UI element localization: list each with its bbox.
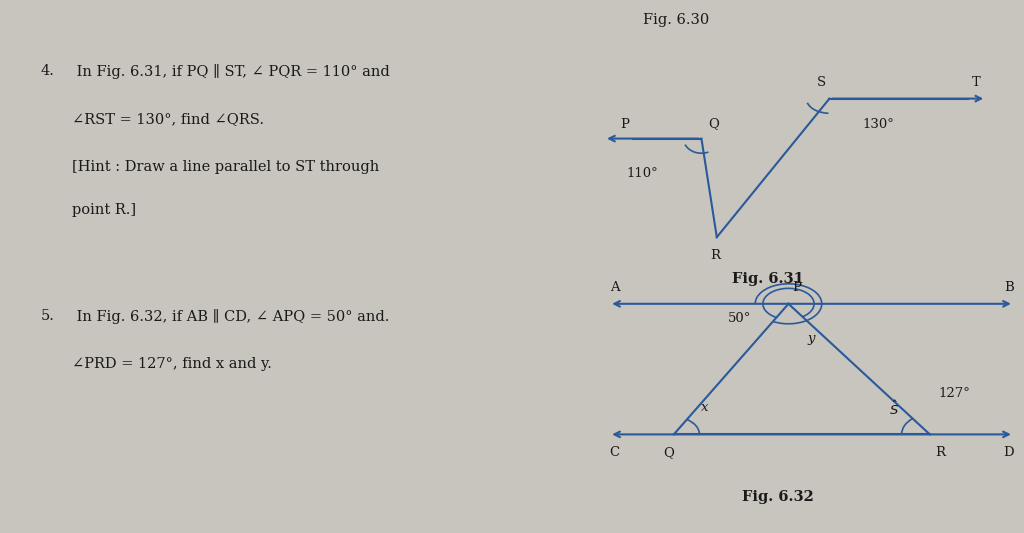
Text: P: P xyxy=(621,118,629,131)
Text: Fig. 6.30: Fig. 6.30 xyxy=(643,13,709,27)
Text: Q: Q xyxy=(709,118,719,131)
Text: y: y xyxy=(807,332,815,345)
Text: R: R xyxy=(935,446,945,459)
Text: B: B xyxy=(1004,281,1014,294)
Text: D: D xyxy=(1004,446,1014,459)
Text: A: A xyxy=(609,281,620,294)
Text: 5.: 5. xyxy=(41,309,55,323)
Text: 4.: 4. xyxy=(41,64,55,78)
Text: R: R xyxy=(710,249,720,262)
Text: P: P xyxy=(793,281,801,294)
Text: $\hat{S}$: $\hat{S}$ xyxy=(889,400,899,418)
Text: ∠PRD = 127°, find x and y.: ∠PRD = 127°, find x and y. xyxy=(72,357,271,371)
Text: 127°: 127° xyxy=(938,387,970,400)
Text: x: x xyxy=(700,401,709,414)
Text: C: C xyxy=(609,446,620,459)
Text: point R.]: point R.] xyxy=(72,203,136,216)
Text: S: S xyxy=(817,76,825,89)
Text: 110°: 110° xyxy=(626,167,658,180)
Text: In Fig. 6.32, if AB ∥ CD, ∠ APQ = 50° and.: In Fig. 6.32, if AB ∥ CD, ∠ APQ = 50° an… xyxy=(72,309,389,324)
Text: 50°: 50° xyxy=(728,312,751,325)
Text: Fig. 6.32: Fig. 6.32 xyxy=(742,490,814,504)
Text: [Hint : Draw a line parallel to ST through: [Hint : Draw a line parallel to ST throu… xyxy=(72,160,379,174)
Text: ∠RST = 130°, find ∠QRS.: ∠RST = 130°, find ∠QRS. xyxy=(72,112,264,126)
Text: Fig. 6.31: Fig. 6.31 xyxy=(732,272,804,286)
Text: T: T xyxy=(972,76,980,89)
Text: 130°: 130° xyxy=(862,118,895,131)
Text: Q: Q xyxy=(664,446,674,459)
Text: In Fig. 6.31, if PQ ∥ ST, ∠ PQR = 110° and: In Fig. 6.31, if PQ ∥ ST, ∠ PQR = 110° a… xyxy=(72,64,389,79)
